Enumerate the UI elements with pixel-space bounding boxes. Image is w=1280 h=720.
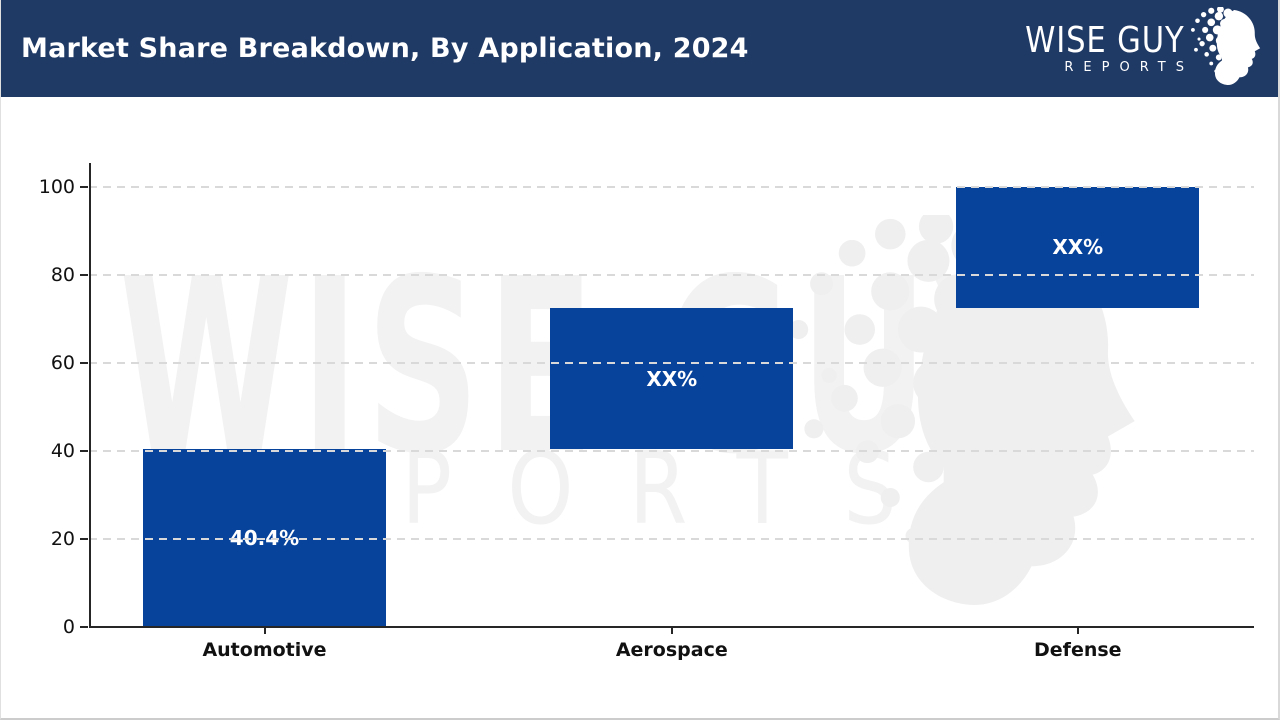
gridline-y-100 [89,185,1254,188]
logo-text: WISE GUY REPORTS [997,19,1184,75]
x-axis-category-label: Automotive [202,639,327,661]
bar-defense: XX% [956,186,1200,309]
gridline-y-20 [89,537,1254,540]
chart-area: WISE GUY REPORTS 0 20 40 60 80 100 40.4% Automo… [1,97,1280,720]
x-axis-line [89,626,1254,628]
bar-value-label: XX% [646,366,698,391]
y-axis-tick [80,449,88,452]
plot-area: 0 20 40 60 80 100 40.4% Automotive XX% Aerospace X… [39,163,1254,661]
y-axis-tick [80,361,88,364]
gridline-y-60 [89,361,1254,364]
y-axis-line [89,163,91,627]
x-axis-category-label: Defense [1034,639,1122,661]
gridline-y-40 [89,449,1254,452]
y-axis-tick [80,273,88,276]
y-axis-tick-label: 40 [50,439,75,462]
y-axis-tick-label: 0 [62,616,75,638]
x-axis-category-label: Aerospace [615,639,728,661]
y-axis-tick [80,185,88,188]
y-axis-tick [80,626,88,628]
y-axis-tick-label: 100 [38,175,75,198]
x-axis-tick [263,627,266,634]
header-banner: Market Share Breakdown, By Application, … [1,0,1278,97]
logo-face-icon [1191,6,1261,85]
bar-value-label: XX% [1052,235,1104,260]
y-axis-tick-label: 80 [50,263,75,286]
logo-wordmark: WISE GUY [1024,19,1184,61]
y-axis-tick-label: 60 [50,351,75,374]
gridline-y-80 [89,273,1254,276]
page-title: Market Share Breakdown, By Application, … [21,33,749,64]
y-axis-tick [80,537,88,540]
bar-aerospace: XX% [550,308,794,450]
x-axis-tick [670,627,673,634]
logo-subtext: REPORTS [1064,60,1194,76]
y-axis-tick-label: 20 [50,527,75,550]
x-axis-tick [1076,627,1079,634]
wise-guy-reports-logo: WISE GUY REPORTS [997,6,1265,91]
